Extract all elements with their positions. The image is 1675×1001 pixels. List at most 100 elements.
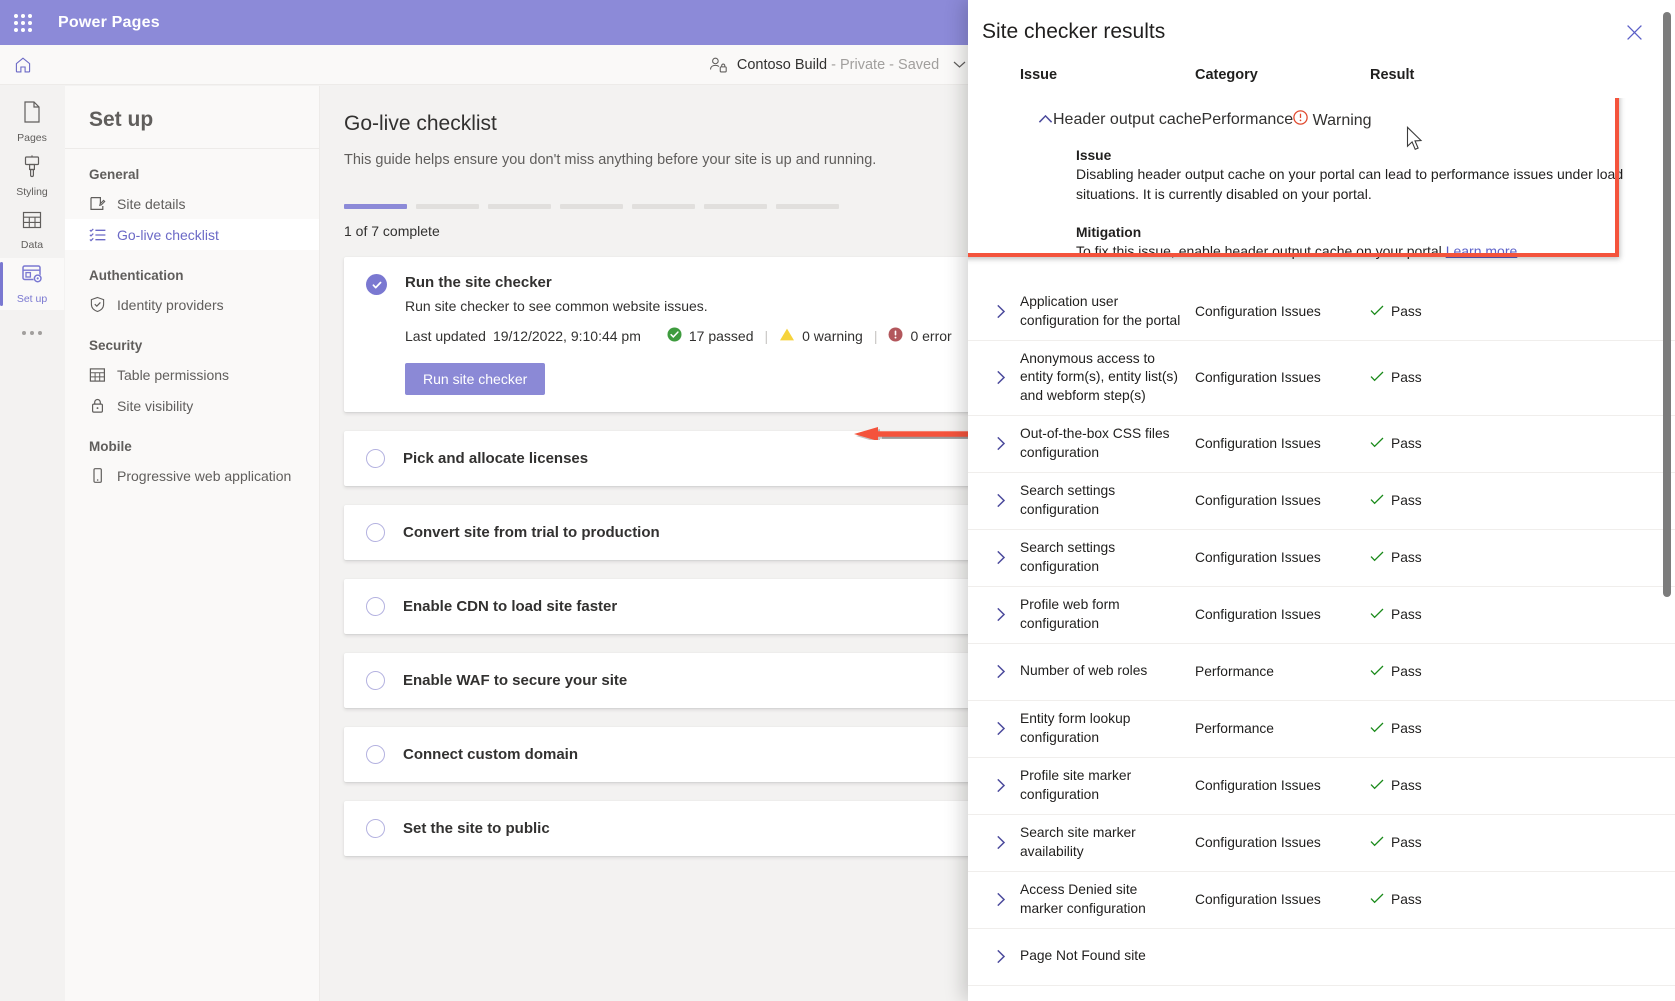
brush-icon bbox=[21, 154, 43, 183]
last-updated-label: Last updated bbox=[405, 328, 486, 344]
chevron-right-icon[interactable] bbox=[982, 550, 1020, 565]
empty-circle-icon bbox=[366, 819, 385, 838]
result-issue: Number of web roles bbox=[1020, 663, 1148, 679]
mouse-cursor bbox=[1406, 126, 1423, 151]
run-site-checker-button[interactable]: Run site checker bbox=[405, 363, 546, 395]
results-table-header: Issue Category Result bbox=[968, 45, 1675, 93]
page-icon bbox=[21, 100, 43, 129]
card-title: Set the site to public bbox=[403, 820, 550, 837]
rail-item-pages[interactable]: Pages bbox=[0, 96, 64, 148]
close-icon[interactable] bbox=[1620, 20, 1649, 45]
card-title: Convert site from trial to production bbox=[403, 524, 660, 541]
table-row[interactable]: Out-of-the-box CSS files configuration C… bbox=[968, 416, 1675, 473]
pass-check-icon bbox=[1370, 370, 1384, 385]
shield-check-icon bbox=[89, 296, 106, 313]
table-icon bbox=[89, 366, 106, 383]
result-category: Performance bbox=[1201, 111, 1294, 128]
site-selector[interactable]: Contoso Build - Private - Saved bbox=[709, 56, 966, 74]
chevron-right-icon[interactable] bbox=[982, 721, 1020, 736]
chevron-right-icon[interactable] bbox=[982, 370, 1020, 385]
table-row[interactable]: Anonymous access to entity form(s), enti… bbox=[968, 341, 1675, 416]
pass-check-icon bbox=[1370, 778, 1384, 793]
chevron-right-icon[interactable] bbox=[982, 949, 1020, 964]
sidebar-group-mobile: Mobile bbox=[89, 439, 132, 454]
result-status: Warning bbox=[1293, 110, 1372, 130]
result-status-label: Pass bbox=[1391, 664, 1422, 679]
table-row[interactable]: Profile site marker configuration Config… bbox=[968, 758, 1675, 815]
page-subtitle: This guide helps ensure you don't miss a… bbox=[344, 152, 877, 168]
chevron-right-icon[interactable] bbox=[982, 304, 1020, 319]
rail-item-label: Set up bbox=[16, 293, 48, 305]
table-row[interactable]: Search settings configuration Configurat… bbox=[968, 530, 1675, 587]
result-category: Configuration Issues bbox=[1195, 550, 1321, 565]
chevron-down-icon[interactable] bbox=[953, 56, 966, 74]
error-status: 0 error bbox=[888, 327, 952, 345]
table-row[interactable]: Access Denied site marker configuration … bbox=[968, 872, 1675, 929]
warning-triangle-icon bbox=[779, 327, 795, 345]
table-row[interactable]: Number of web roles Performance Pass bbox=[968, 644, 1675, 701]
home-icon[interactable] bbox=[0, 45, 46, 85]
sidebar-item-label: Site details bbox=[117, 195, 186, 212]
chevron-right-icon[interactable] bbox=[982, 835, 1020, 850]
result-status: Pass bbox=[1370, 664, 1540, 679]
rail-item-styling[interactable]: Styling bbox=[0, 150, 64, 202]
issue-heading: Issue bbox=[1076, 148, 1112, 163]
result-status: Pass bbox=[1370, 436, 1540, 451]
card-title: Enable WAF to secure your site bbox=[403, 672, 628, 689]
table-row[interactable]: Page Not Found site bbox=[968, 929, 1675, 986]
warning-count: 0 warning bbox=[802, 328, 863, 344]
chevron-right-icon[interactable] bbox=[982, 778, 1020, 793]
table-row[interactable]: Entity form lookup configuration Perform… bbox=[968, 701, 1675, 758]
sidebar-item-progressive-web-application[interactable]: Progressive web application bbox=[65, 460, 319, 491]
progress-segment bbox=[560, 204, 623, 209]
result-status: Pass bbox=[1370, 370, 1540, 385]
panel-scrollbar-thumb[interactable] bbox=[1663, 12, 1671, 597]
checklist-progress-bar bbox=[344, 204, 1320, 209]
rail-item-data[interactable]: Data bbox=[0, 204, 64, 256]
progress-label: 1 of 7 complete bbox=[344, 223, 440, 239]
result-row-header-output-cache[interactable]: Header output cache Performance Warning bbox=[1024, 98, 1675, 142]
sidebar-item-go-live-checklist[interactable]: Go-live checklist bbox=[65, 219, 319, 250]
table-row[interactable]: Search site marker availability Configur… bbox=[968, 815, 1675, 872]
table-row[interactable]: Application user configuration for the p… bbox=[968, 284, 1675, 341]
rail-more-icon[interactable] bbox=[0, 312, 64, 354]
chevron-right-icon[interactable] bbox=[982, 493, 1020, 508]
chevron-right-icon[interactable] bbox=[982, 664, 1020, 679]
expanded-detail: Issue Disabling header output cache on y… bbox=[1024, 142, 1675, 284]
result-issue: Entity form lookup configuration bbox=[1020, 710, 1131, 745]
divider bbox=[65, 148, 319, 149]
sidebar-item-label: Go-live checklist bbox=[117, 226, 219, 243]
sidebar-item-site-visibility[interactable]: Site visibility bbox=[65, 390, 319, 421]
table-row[interactable]: Profile web form configuration Configura… bbox=[968, 587, 1675, 644]
chevron-right-icon[interactable] bbox=[982, 607, 1020, 622]
result-status: Pass bbox=[1370, 493, 1540, 508]
panel-header: Site checker results bbox=[968, 0, 1675, 45]
chevron-up-icon[interactable] bbox=[1038, 111, 1053, 129]
sidebar-item-identity-providers[interactable]: Identity providers bbox=[65, 289, 319, 320]
progress-segment bbox=[704, 204, 767, 209]
pass-circle-icon bbox=[667, 327, 682, 345]
mitigation-heading: Mitigation bbox=[1076, 224, 1142, 240]
table-row[interactable]: Search settings configuration Configurat… bbox=[968, 473, 1675, 530]
sidebar-item-label: Table permissions bbox=[117, 366, 230, 383]
sidebar-item-label: Site visibility bbox=[117, 397, 194, 414]
warning-status: 0 warning bbox=[779, 327, 863, 345]
sidebar-item-site-details[interactable]: Site details bbox=[65, 188, 319, 219]
result-status: Pass bbox=[1370, 835, 1540, 850]
progress-segment bbox=[776, 204, 839, 209]
mitigation-text: To fix this issue, enable header output … bbox=[1076, 242, 1522, 259]
sidebar-item-table-permissions[interactable]: Table permissions bbox=[65, 359, 319, 390]
pass-check-icon bbox=[1370, 550, 1384, 565]
app-launcher-icon[interactable] bbox=[0, 13, 46, 32]
result-issue: Header output cache bbox=[1053, 111, 1202, 128]
sidebar-title: Set up bbox=[89, 108, 154, 131]
pass-check-icon bbox=[1370, 607, 1384, 622]
sidebar-item-label: Identity providers bbox=[117, 296, 224, 313]
rail-item-set-up[interactable]: Set up bbox=[0, 258, 64, 310]
chevron-right-icon[interactable] bbox=[982, 436, 1020, 451]
card-description: Run site checker to see common website i… bbox=[405, 298, 708, 314]
chevron-right-icon[interactable] bbox=[982, 892, 1020, 907]
panel-title: Site checker results bbox=[982, 20, 1166, 43]
learn-more-link[interactable]: Learn more bbox=[1445, 242, 1518, 259]
